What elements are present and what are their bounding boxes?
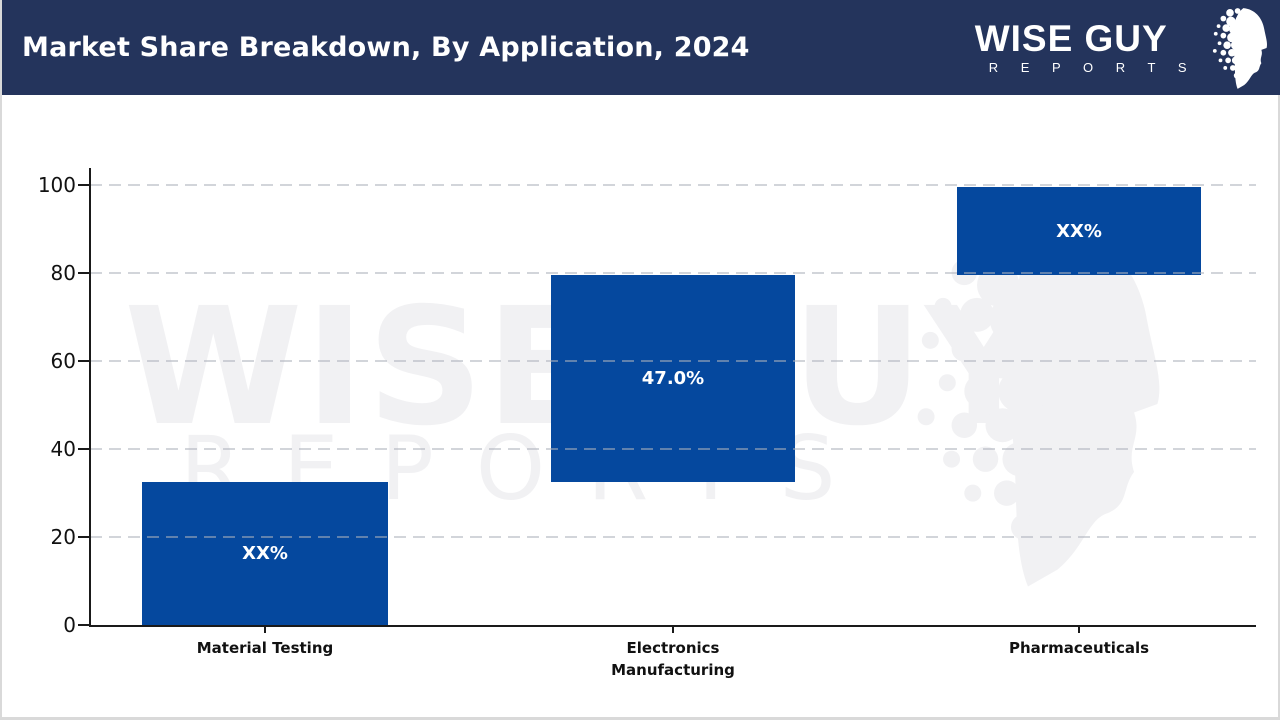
x-tick-mark xyxy=(264,625,266,633)
y-tick-label: 100 xyxy=(37,173,76,197)
page-title: Market Share Breakdown, By Application, … xyxy=(22,32,750,63)
logo-wordmark: WISE GUY xyxy=(974,18,1168,59)
y-tick-label: 80 xyxy=(50,261,76,285)
y-tick-mark xyxy=(78,536,90,538)
bar-value-label: XX% xyxy=(242,543,288,564)
chart-area: WISE GUY REPORTS 0 20 40 60 80 100 XX% 47.0% … xyxy=(2,95,1280,717)
y-tick-mark xyxy=(78,624,90,626)
bar-material-testing: XX% xyxy=(142,482,388,625)
y-tick-mark xyxy=(78,184,90,186)
y-tick-label: 60 xyxy=(50,349,76,373)
bar-value-label: XX% xyxy=(1056,220,1102,242)
y-tick-label: 0 xyxy=(63,613,76,637)
y-axis-line xyxy=(89,168,91,627)
gridline xyxy=(90,360,1256,362)
bar-electronics-manufacturing: 47.0% xyxy=(551,275,795,482)
y-tick-mark xyxy=(78,360,90,362)
logo-text: WISE GUY R E P O R T S xyxy=(975,20,1196,75)
y-tick-mark xyxy=(78,448,90,450)
gridline xyxy=(90,536,1256,538)
bar-pharmaceuticals: XX% xyxy=(957,187,1201,276)
gridline xyxy=(90,448,1256,450)
y-tick-label: 20 xyxy=(50,525,76,549)
x-category-label-electronics-manufacturing: Electronics Manufacturing xyxy=(611,639,735,679)
wise-guy-logo: WISE GUY R E P O R T S xyxy=(975,5,1268,91)
x-tick-mark xyxy=(1078,625,1080,633)
bar-value-label: 47.0% xyxy=(641,368,705,390)
x-category-label-material-testing: Material Testing xyxy=(196,639,334,657)
x-category-label-pharmaceuticals: Pharmaceuticals xyxy=(1008,639,1150,657)
wise-guy-head-icon xyxy=(1212,7,1268,89)
y-tick-label: 40 xyxy=(50,437,76,461)
header-bar: Market Share Breakdown, By Application, … xyxy=(2,0,1280,95)
x-tick-mark xyxy=(672,625,674,633)
gridline xyxy=(90,184,1256,186)
logo-subtext: R E P O R T S xyxy=(988,60,1196,75)
y-tick-mark xyxy=(78,272,90,274)
gridline xyxy=(90,272,1256,274)
